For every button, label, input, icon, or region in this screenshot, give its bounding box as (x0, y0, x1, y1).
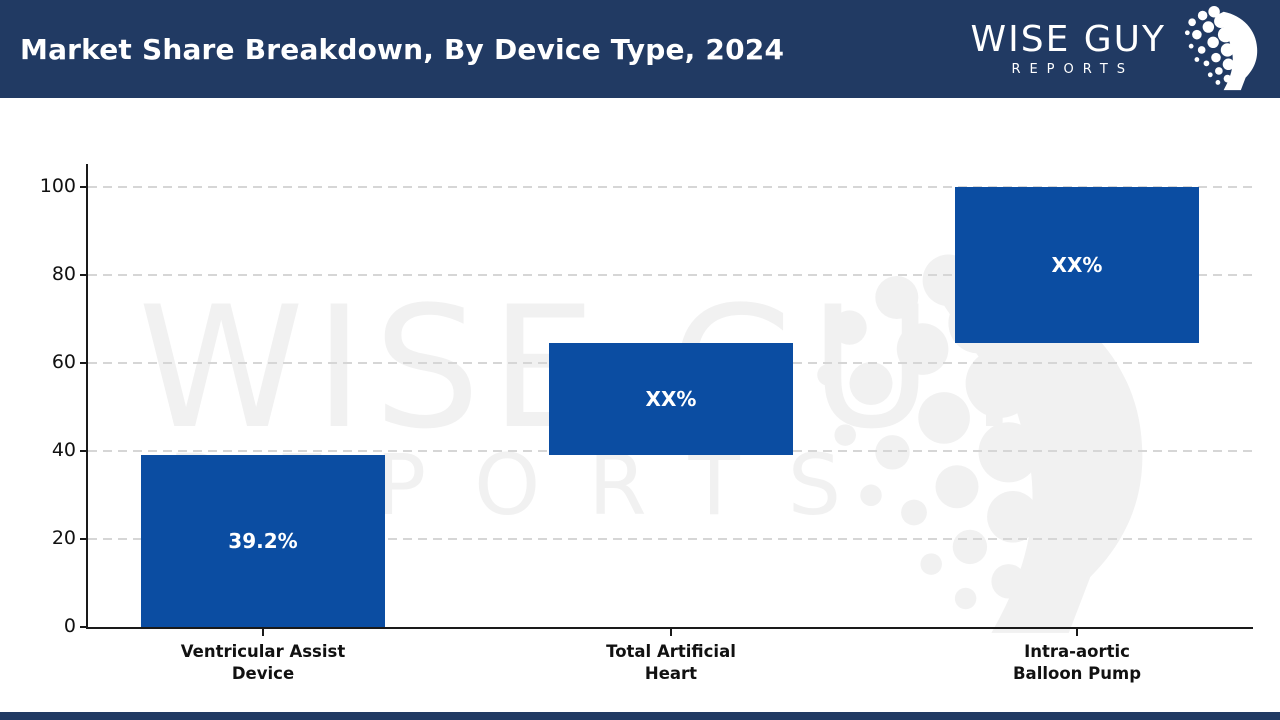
y-tick (80, 450, 88, 452)
y-tick-label: 60 (51, 351, 76, 373)
y-tick-label: 0 (63, 615, 76, 637)
y-axis (86, 164, 88, 629)
footer-bar (0, 712, 1280, 720)
x-axis (86, 627, 1253, 629)
gridline (88, 186, 1253, 188)
brand-subtitle: REPORTS (1011, 61, 1135, 77)
y-tick (80, 538, 88, 540)
page-title: Market Share Breakdown, By Device Type, … (20, 32, 785, 66)
gridline (88, 274, 1253, 276)
bar: XX% (549, 343, 793, 455)
y-tick (80, 626, 88, 628)
bar: XX% (955, 187, 1199, 344)
brand-logo: WISE GUY REPORTS (971, 6, 1265, 92)
bar-value-label: XX% (1051, 253, 1103, 278)
y-tick (80, 186, 88, 188)
y-tick (80, 274, 88, 276)
y-tick-label: 40 (51, 439, 76, 461)
bar-value-label: 39.2% (228, 528, 298, 553)
x-tick (670, 629, 672, 636)
header: Market Share Breakdown, By Device Type, … (0, 0, 1280, 98)
gridline (88, 538, 1253, 540)
chart-plot: WISE GUY REPORTS 02040608010039.2%XX%XX%… (0, 98, 1280, 712)
x-category-label: Ventricular Assist Device (180, 642, 346, 684)
brand-name: WISE GUY (970, 18, 1166, 60)
brand-head-icon (1184, 6, 1258, 91)
y-tick-label: 100 (39, 175, 76, 197)
bar: 39.2% (141, 454, 385, 627)
brand-logo-text: WISE GUY REPORTS (970, 18, 1167, 77)
y-tick (80, 362, 88, 364)
y-tick-label: 20 (51, 527, 76, 549)
x-category-label: Intra-aortic Balloon Pump (1012, 642, 1142, 684)
y-tick-label: 80 (51, 263, 76, 285)
x-tick (262, 629, 264, 636)
x-category-label: Total Artificial Heart (606, 642, 736, 684)
bar-value-label: XX% (645, 386, 697, 411)
x-tick (1076, 629, 1078, 636)
